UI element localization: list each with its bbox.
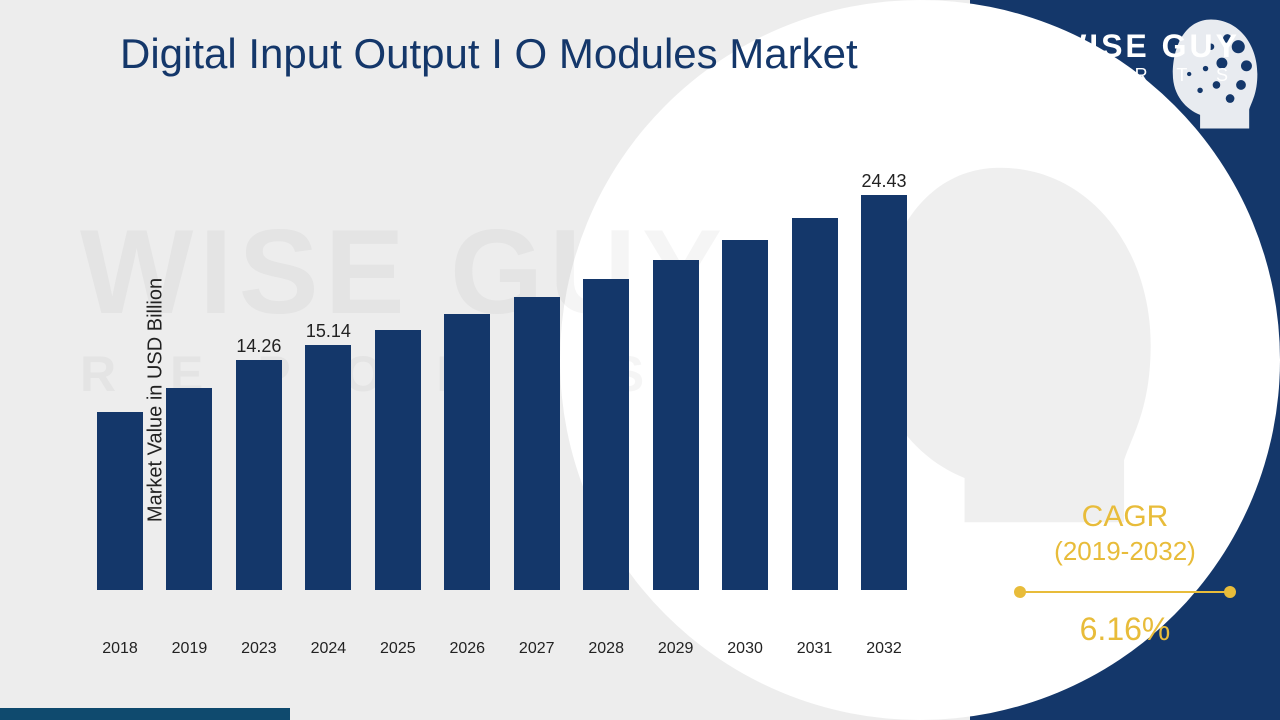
x-tick-label: 2028 xyxy=(578,640,634,658)
x-tick-label: 2032 xyxy=(856,640,912,658)
x-tick-label: 2030 xyxy=(717,640,773,658)
x-tick-label: 2029 xyxy=(648,640,704,658)
x-tick-label: 2031 xyxy=(787,640,843,658)
x-tick-label: 2019 xyxy=(161,640,217,658)
x-tick-label: 2023 xyxy=(231,640,287,658)
bar-value-label: 24.43 xyxy=(844,171,924,191)
cagr-divider xyxy=(1020,591,1230,593)
bar xyxy=(305,345,351,590)
bar-value-label: 14.26 xyxy=(219,336,299,356)
bar-chart: Market Value in USD Billion 14.2615.1424… xyxy=(72,170,912,630)
chart-title: Digital Input Output I O Modules Market xyxy=(120,30,858,78)
bar xyxy=(514,297,560,590)
bar xyxy=(444,314,490,590)
page-root: WISE GUY R E P O R T S Digital Input Out… xyxy=(0,0,1280,720)
bar-slot: 15.14 xyxy=(300,345,356,590)
bar-slot xyxy=(92,412,148,590)
bar-slot xyxy=(648,260,704,590)
bar-slot xyxy=(717,240,773,590)
brand-logo-text: WISE GUY R E P O R T S xyxy=(968,28,1240,86)
bar-slot xyxy=(578,279,634,590)
bar xyxy=(583,279,629,590)
x-tick-label: 2025 xyxy=(370,640,426,658)
bar xyxy=(97,412,143,590)
footer-accent-bar xyxy=(0,708,290,720)
bar xyxy=(653,260,699,590)
bar-slot: 14.26 xyxy=(231,360,287,590)
bars-container: 14.2615.14 24.43 xyxy=(92,170,912,590)
bar-slot xyxy=(161,388,217,590)
x-tick-label: 2024 xyxy=(300,640,356,658)
bar-slot: 24.43 xyxy=(856,195,912,590)
cagr-block: CAGR (2019-2032) 6.16% xyxy=(1000,500,1250,648)
bar-slot xyxy=(370,330,426,590)
bar xyxy=(722,240,768,590)
plot-area: 14.2615.14 24.43 xyxy=(92,170,912,590)
bar-value-label: 15.14 xyxy=(288,321,368,341)
bar xyxy=(166,388,212,590)
bar-slot xyxy=(439,314,495,590)
bar-slot xyxy=(509,297,565,590)
x-tick-label: 2027 xyxy=(509,640,565,658)
x-axis-labels: 2018 2019 2023 2024 2025 2026 2027 2028 2029 2030… xyxy=(92,640,912,658)
bar xyxy=(236,360,282,590)
bar-slot xyxy=(787,218,843,590)
cagr-value: 6.16% xyxy=(1000,611,1250,648)
bar xyxy=(861,195,907,590)
cagr-range: (2019-2032) xyxy=(1000,536,1250,567)
brand-line1: WISE GUY xyxy=(968,28,1240,65)
bar xyxy=(375,330,421,590)
brand-line2: R E P O R T S xyxy=(968,65,1240,86)
x-tick-label: 2018 xyxy=(92,640,148,658)
bar xyxy=(792,218,838,590)
x-tick-label: 2026 xyxy=(439,640,495,658)
cagr-title: CAGR xyxy=(1000,500,1250,534)
